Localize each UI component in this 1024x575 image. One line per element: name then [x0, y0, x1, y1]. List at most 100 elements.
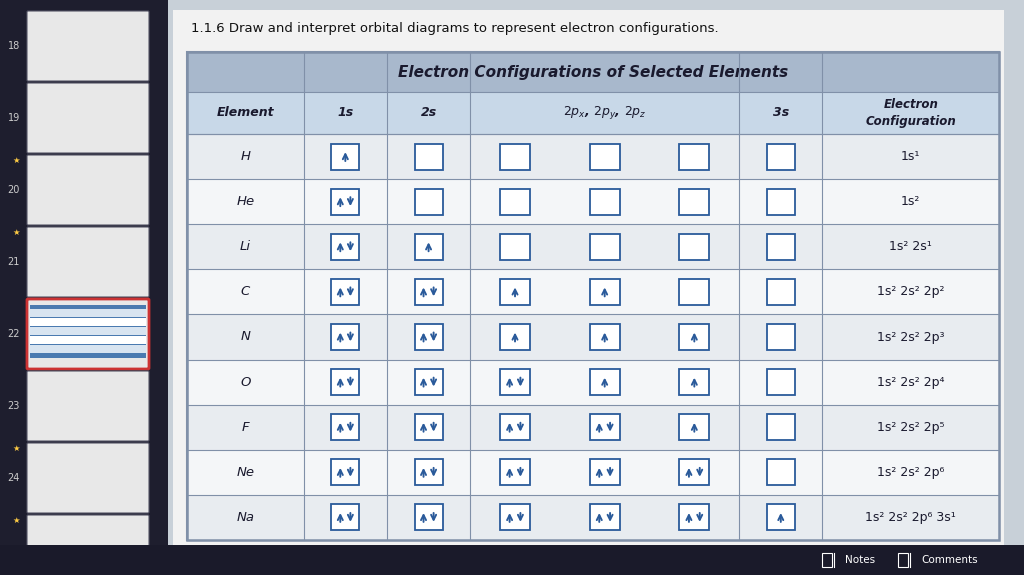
Bar — [332, 369, 359, 395]
Text: F: F — [242, 421, 249, 434]
Bar — [679, 459, 710, 485]
Bar — [187, 52, 999, 540]
Bar — [332, 414, 359, 440]
FancyBboxPatch shape — [27, 443, 150, 513]
Bar — [173, 10, 1004, 565]
Bar — [187, 405, 999, 450]
Bar — [822, 553, 831, 567]
Text: ★: ★ — [12, 156, 20, 165]
Text: 2s: 2s — [421, 106, 436, 120]
Bar — [679, 324, 710, 350]
Bar — [767, 189, 795, 214]
Bar — [187, 315, 999, 359]
Bar — [500, 369, 530, 395]
Text: Electron
Configuration: Electron Configuration — [865, 98, 956, 128]
Bar — [332, 324, 359, 350]
Text: 1s² 2s² 2p⁶ 3s¹: 1s² 2s² 2p⁶ 3s¹ — [865, 511, 956, 524]
Bar — [187, 495, 999, 540]
Text: 22: 22 — [7, 329, 20, 339]
Bar — [187, 269, 999, 315]
Bar — [332, 459, 359, 485]
Text: 1s² 2s² 2p⁴: 1s² 2s² 2p⁴ — [877, 375, 944, 389]
Text: 1s² 2s¹: 1s² 2s¹ — [889, 240, 932, 253]
FancyBboxPatch shape — [27, 515, 150, 575]
Bar — [332, 279, 359, 305]
Bar — [332, 189, 359, 214]
Text: 1s² 2s² 2p⁶: 1s² 2s² 2p⁶ — [877, 466, 944, 479]
Bar — [332, 234, 359, 260]
Bar — [679, 144, 710, 170]
Text: H: H — [241, 150, 250, 163]
Text: 23: 23 — [7, 401, 20, 411]
Bar — [187, 359, 999, 405]
Bar — [30, 318, 146, 326]
Text: 1s² 2s² 2p²: 1s² 2s² 2p² — [877, 285, 944, 298]
Text: Comments: Comments — [921, 555, 978, 565]
Bar — [679, 504, 710, 531]
FancyBboxPatch shape — [27, 155, 150, 225]
Bar — [500, 504, 530, 531]
Text: Ne: Ne — [237, 466, 254, 479]
FancyBboxPatch shape — [27, 227, 150, 297]
Bar — [500, 234, 530, 260]
Text: He: He — [237, 195, 254, 208]
Bar — [590, 234, 620, 260]
Bar — [679, 279, 710, 305]
Text: N: N — [241, 331, 250, 343]
Bar — [767, 144, 795, 170]
Bar — [415, 324, 442, 350]
Bar — [187, 52, 999, 92]
Bar — [187, 92, 999, 134]
Text: Element: Element — [216, 106, 274, 120]
Bar — [590, 189, 620, 214]
Bar — [332, 144, 359, 170]
Bar — [767, 369, 795, 395]
Text: 3s: 3s — [773, 106, 788, 120]
FancyBboxPatch shape — [27, 83, 150, 153]
Text: 24: 24 — [7, 473, 20, 483]
Text: Electron Configurations of Selected Elements: Electron Configurations of Selected Elem… — [398, 64, 788, 79]
Bar — [590, 369, 620, 395]
Bar — [679, 189, 710, 214]
FancyBboxPatch shape — [27, 299, 150, 369]
Text: Na: Na — [237, 511, 254, 524]
Text: 1.1.6 Draw and interpret orbital diagrams to represent electron configurations.: 1.1.6 Draw and interpret orbital diagram… — [191, 22, 719, 35]
Bar — [767, 459, 795, 485]
Bar — [415, 414, 442, 440]
Bar — [0, 545, 1024, 575]
Text: 21: 21 — [7, 257, 20, 267]
Bar — [679, 234, 710, 260]
Bar — [187, 52, 999, 540]
Bar — [332, 504, 359, 531]
Text: O: O — [241, 375, 251, 389]
Text: 25: 25 — [7, 545, 20, 555]
Text: ★: ★ — [12, 228, 20, 237]
Bar — [30, 327, 146, 335]
Bar — [500, 144, 530, 170]
Text: ★: ★ — [12, 516, 20, 525]
Bar — [767, 414, 795, 440]
Text: 1s: 1s — [337, 106, 353, 120]
Bar — [767, 324, 795, 350]
Bar — [500, 459, 530, 485]
Bar — [30, 305, 146, 358]
Bar — [415, 504, 442, 531]
FancyBboxPatch shape — [27, 11, 150, 81]
Text: ★: ★ — [12, 444, 20, 453]
Bar — [0, 0, 168, 575]
Bar — [187, 224, 999, 269]
Bar — [415, 369, 442, 395]
Text: 18: 18 — [8, 41, 20, 51]
Text: Notes: Notes — [845, 555, 876, 565]
Text: 1s¹: 1s¹ — [901, 150, 921, 163]
Bar — [187, 450, 999, 495]
Bar — [679, 414, 710, 440]
Bar — [500, 414, 530, 440]
Bar — [187, 134, 999, 179]
Bar — [590, 144, 620, 170]
Bar — [679, 369, 710, 395]
Text: 19: 19 — [8, 113, 20, 123]
Bar — [500, 324, 530, 350]
Bar — [500, 279, 530, 305]
Bar — [590, 324, 620, 350]
